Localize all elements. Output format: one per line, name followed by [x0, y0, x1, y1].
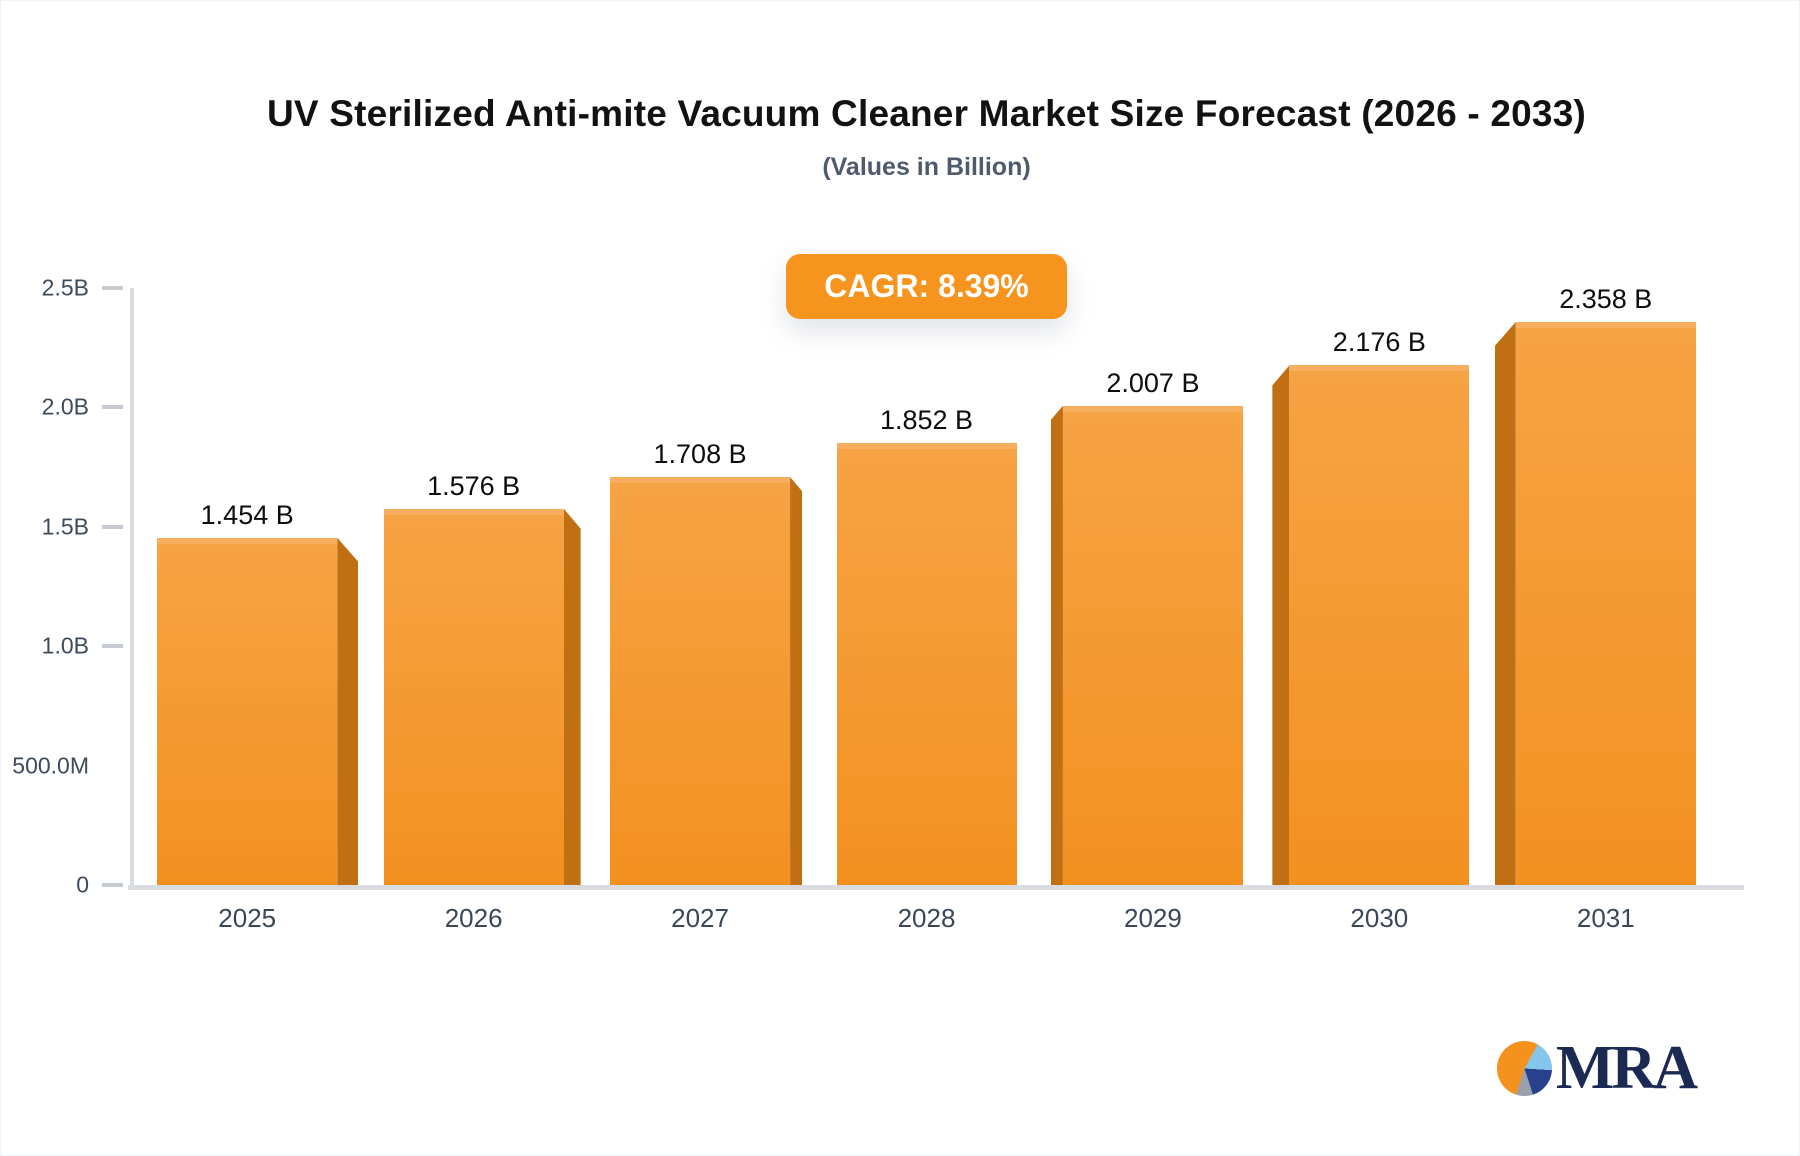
bar-face-2028[interactable]: [836, 442, 1017, 885]
x-axis-label-2031: 2031: [1576, 903, 1635, 933]
cagr-badge-row: CAGR: 8.39%: [134, 254, 1719, 319]
y-tick-label-2.5B: 2.5B: [41, 274, 89, 301]
bar-face-2025[interactable]: [157, 537, 338, 885]
x-axis-label-2029: 2029: [1124, 903, 1182, 933]
bar-value-label-2027: 1.708 B: [653, 439, 747, 470]
y-tick-dash-1.5B: [102, 524, 123, 529]
y-tick-dash-1.0B: [102, 644, 123, 649]
logo: MRA: [1496, 1034, 1698, 1102]
bar-face-2031[interactable]: [1515, 321, 1696, 885]
y-tick-dash-0: [102, 883, 123, 887]
bar-face-2027[interactable]: [610, 477, 791, 885]
x-axis-line: [128, 885, 1744, 890]
x-axis-label-2025: 2025: [218, 903, 277, 933]
bar-side-face-2029: [1050, 405, 1063, 885]
x-axis-label-2026: 2026: [444, 903, 503, 933]
y-tick-label-0: 0: [76, 871, 89, 898]
cagr-badge: CAGR: 8.39%: [786, 254, 1067, 319]
y-tick-dash-2.0B: [102, 405, 123, 410]
bar-value-label-2030: 2.176 B: [1332, 327, 1426, 358]
y-tick-label-1.0B: 1.0B: [41, 632, 89, 659]
y-tick-label-1.5B: 1.5B: [41, 513, 89, 540]
bar-value-label-2025: 1.454 B: [200, 499, 294, 530]
bar-side-face-2031: [1494, 321, 1516, 885]
bar-value-label-2026: 1.576 B: [427, 470, 521, 501]
bar-face-2029[interactable]: [1062, 405, 1243, 885]
logo-text: MRA: [1555, 1034, 1698, 1102]
y-tick-dash-2.5B: [102, 286, 123, 290]
bar-face-2030[interactable]: [1289, 365, 1470, 885]
bar-side-face-2030: [1272, 365, 1290, 885]
x-axis-label-2027: 2027: [671, 903, 729, 933]
bar-face-2026[interactable]: [383, 508, 564, 885]
bar-value-label-2028: 1.852 B: [879, 404, 974, 435]
y-tick-label-500.0M: 500.0M: [12, 752, 89, 779]
x-axis-label-2030: 2030: [1350, 903, 1409, 933]
bar-side-face-2026: [563, 508, 581, 885]
chart-subtitle: (Values in Billion): [822, 153, 1031, 181]
y-axis-line: [130, 288, 134, 890]
pie-chart-logo-icon: [1496, 1040, 1552, 1096]
y-tick-label-2.0B: 2.0B: [41, 393, 89, 420]
chart-title: UV Sterilized Anti-mite Vacuum Cleaner M…: [267, 93, 1586, 134]
x-axis-label-2028: 2028: [897, 903, 956, 933]
bar-value-label-2029: 2.007 B: [1106, 367, 1200, 398]
bar-side-face-2027: [790, 477, 803, 885]
bar-value-label-2031: 2.358 B: [1559, 283, 1653, 314]
bar-side-face-2025: [337, 537, 359, 885]
